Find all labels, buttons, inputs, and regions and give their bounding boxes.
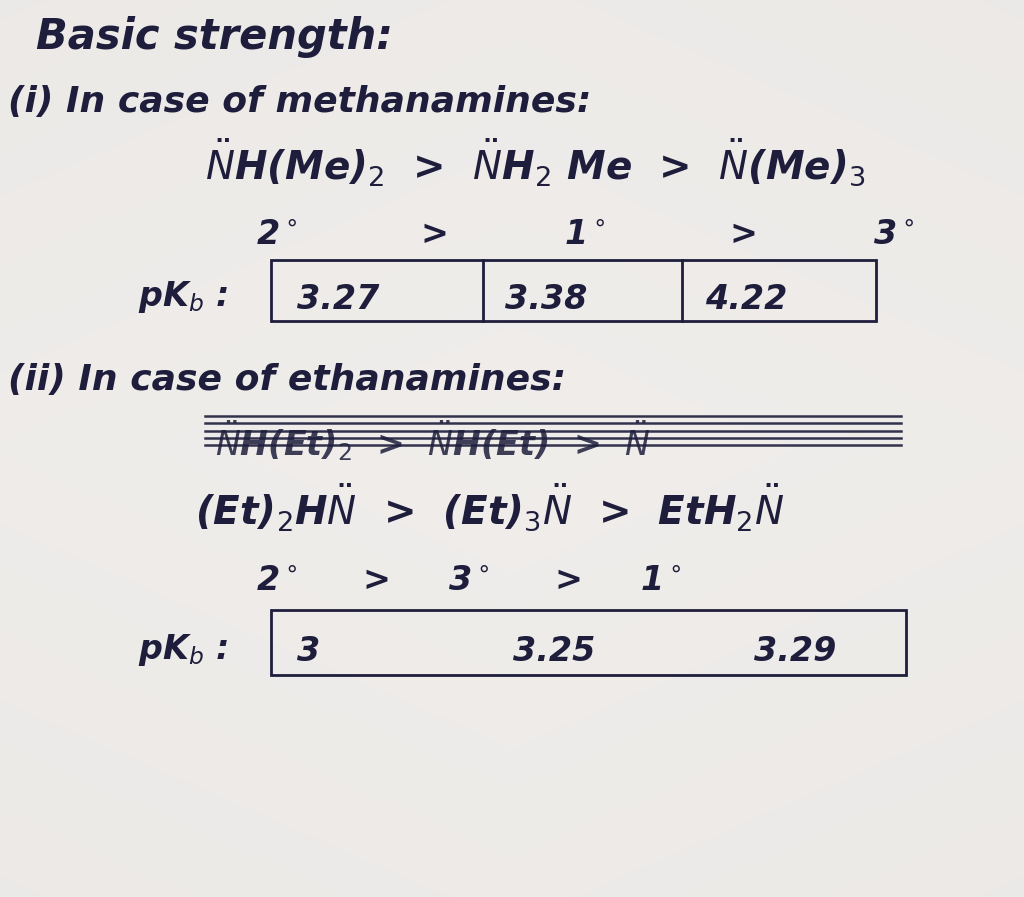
Bar xyxy=(271,610,906,675)
Text: $\ddot{N}$H(Et)$_2$  >  $\ddot{N}$H(Et)  >  $\ddot{N}$: $\ddot{N}$H(Et)$_2$ > $\ddot{N}$H(Et) > … xyxy=(215,419,650,464)
Text: 2$^\circ$          >          1$^\circ$          >          3$^\circ$: 2$^\circ$ > 1$^\circ$ > 3$^\circ$ xyxy=(256,218,914,251)
Text: 4.22: 4.22 xyxy=(705,283,787,316)
Text: 3: 3 xyxy=(297,635,321,668)
Text: pK$_b$ :: pK$_b$ : xyxy=(138,632,228,668)
Text: (Et)$_2$H$\ddot{N}$  >  (Et)$_3$$\ddot{N}$  >  EtH$_2$$\ddot{N}$: (Et)$_2$H$\ddot{N}$ > (Et)$_3$$\ddot{N}$… xyxy=(195,482,784,533)
Text: (ii) In case of ethanamines:: (ii) In case of ethanamines: xyxy=(8,363,566,397)
Text: Basic strength:: Basic strength: xyxy=(36,16,393,58)
Text: pK$_b$ :: pK$_b$ : xyxy=(138,279,228,315)
Text: 3.38: 3.38 xyxy=(506,283,588,316)
Text: 2$^\circ$     >     3$^\circ$     >     1$^\circ$: 2$^\circ$ > 3$^\circ$ > 1$^\circ$ xyxy=(256,564,682,597)
Text: 3.25: 3.25 xyxy=(513,635,595,668)
Bar xyxy=(271,260,876,321)
Text: (i) In case of methanamines:: (i) In case of methanamines: xyxy=(8,85,592,119)
Text: 3.27: 3.27 xyxy=(297,283,379,316)
Text: 3.29: 3.29 xyxy=(754,635,837,668)
Text: $\ddot{N}$H(Me)$_2$  >  $\ddot{N}$H$_2$ Me  >  $\ddot{N}$(Me)$_3$: $\ddot{N}$H(Me)$_2$ > $\ddot{N}$H$_2$ Me… xyxy=(205,136,865,187)
